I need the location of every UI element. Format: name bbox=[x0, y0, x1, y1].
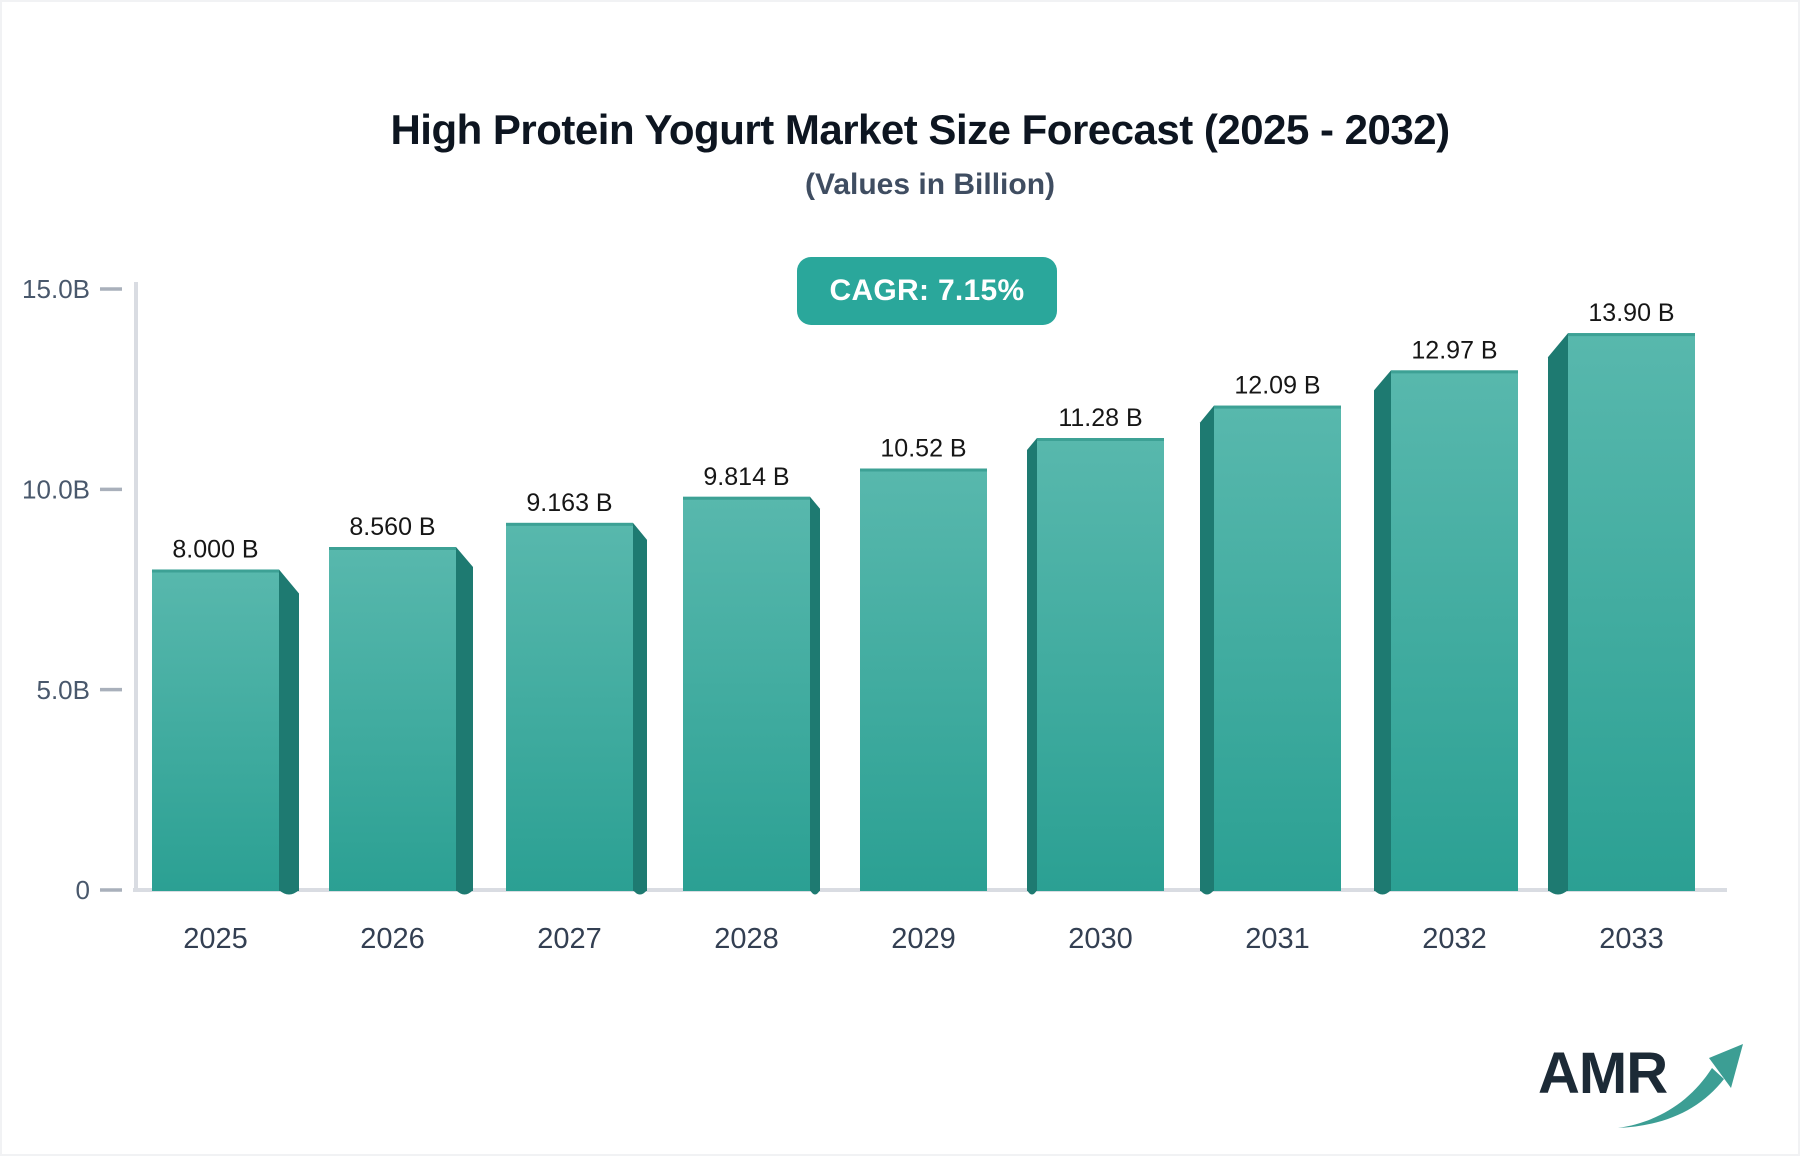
bar-2032 bbox=[1374, 370, 1518, 895]
x-tick-label: 2027 bbox=[537, 923, 602, 955]
x-tick-label: 2030 bbox=[1068, 923, 1133, 955]
bar-face bbox=[1391, 370, 1518, 891]
bar-side-shadow bbox=[1548, 890, 1568, 895]
bar-face bbox=[329, 547, 456, 891]
bar-side bbox=[1200, 405, 1214, 891]
bar-value-label: 9.163 B bbox=[526, 489, 612, 517]
bar-2027 bbox=[506, 522, 647, 895]
bar-side-shadow bbox=[1027, 890, 1037, 895]
bar-side-shadow bbox=[279, 890, 299, 895]
bar-value-label: 8.560 B bbox=[349, 513, 435, 541]
bar-value-label: 13.90 B bbox=[1588, 299, 1674, 327]
bar-2025 bbox=[152, 569, 299, 895]
bar-value-label: 10.52 B bbox=[880, 434, 966, 462]
x-tick-label: 2033 bbox=[1599, 923, 1664, 955]
bar-side-shadow bbox=[1374, 890, 1391, 895]
bar-face bbox=[506, 522, 633, 891]
growth-arrow-icon bbox=[1618, 1044, 1743, 1128]
bar-2029 bbox=[860, 468, 987, 891]
bar-side bbox=[1548, 333, 1568, 891]
bar-face bbox=[1037, 438, 1164, 891]
bar-side bbox=[279, 569, 299, 891]
cagr-badge-label: CAGR: 7.15% bbox=[829, 274, 1025, 307]
y-tick-label: 15.0B bbox=[22, 274, 90, 304]
bar-face bbox=[1568, 333, 1695, 891]
bar-value-label: 11.28 B bbox=[1058, 404, 1142, 432]
bar-face bbox=[683, 496, 810, 891]
bar-face bbox=[860, 468, 987, 891]
bar-face bbox=[1214, 405, 1341, 891]
bar-side bbox=[633, 522, 647, 891]
bar-face bbox=[152, 569, 279, 891]
x-tick-label: 2029 bbox=[891, 923, 956, 955]
chart-title: High Protein Yogurt Market Size Forecast… bbox=[390, 106, 1450, 153]
bar-2031 bbox=[1200, 405, 1341, 895]
amr-logo-text: AMR bbox=[1538, 1041, 1668, 1106]
x-tick-label: 2026 bbox=[360, 923, 425, 955]
bar-value-label: 9.814 B bbox=[703, 463, 789, 491]
bar-side-shadow bbox=[810, 890, 820, 895]
y-tick-label: 10.0B bbox=[22, 474, 90, 504]
bar-value-label: 12.97 B bbox=[1411, 336, 1497, 364]
bar-side bbox=[810, 496, 820, 891]
bar-side bbox=[1374, 370, 1391, 891]
x-tick-label: 2028 bbox=[714, 923, 779, 955]
x-tick-label: 2032 bbox=[1422, 923, 1487, 955]
x-tick-label: 2031 bbox=[1245, 923, 1310, 955]
x-tick-label: 2025 bbox=[183, 923, 248, 955]
bar-2028 bbox=[683, 496, 820, 895]
bar-2026 bbox=[329, 547, 473, 895]
bar-side bbox=[1027, 438, 1037, 891]
bar-2030 bbox=[1027, 438, 1164, 895]
amr-logo: AMR bbox=[1534, 1036, 1754, 1146]
y-tick-label: 0 bbox=[76, 875, 90, 905]
bar-value-label: 8.000 B bbox=[172, 535, 258, 563]
bar-side-shadow bbox=[456, 890, 473, 895]
y-tick-label: 5.0B bbox=[37, 675, 91, 705]
bar-side-shadow bbox=[633, 890, 647, 895]
bar-side-shadow bbox=[1200, 890, 1214, 895]
bar-value-label: 12.09 B bbox=[1234, 372, 1320, 400]
bar-2033 bbox=[1548, 333, 1695, 895]
bar-side bbox=[456, 547, 473, 891]
chart-subtitle: (Values in Billion) bbox=[804, 168, 1056, 201]
cagr-badge: CAGR: 7.15% bbox=[797, 257, 1057, 325]
